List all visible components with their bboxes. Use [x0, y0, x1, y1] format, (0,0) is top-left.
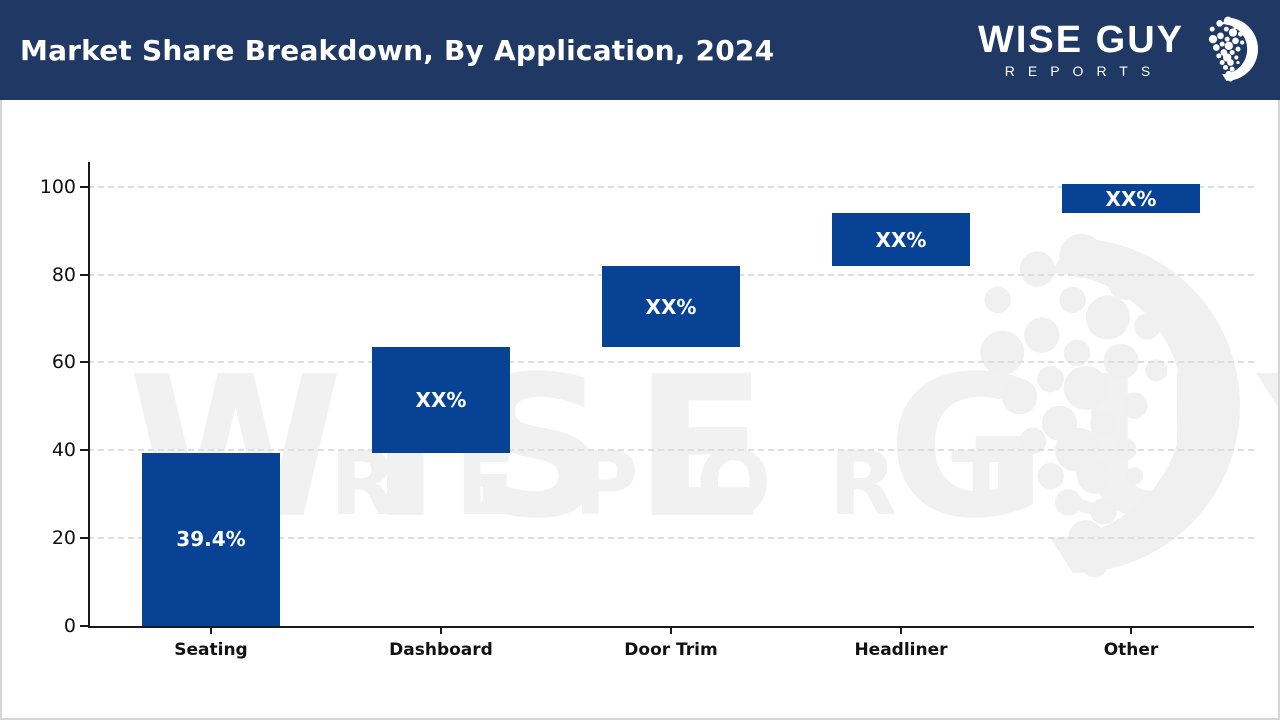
brand-name: WISE GUY	[977, 19, 1184, 61]
brand-logo-text: WISE GUY REPORTS	[978, 21, 1184, 79]
y-tick-mark	[80, 449, 88, 452]
x-category-label: Other	[1103, 640, 1159, 660]
watermark-line2: REPORTS	[330, 432, 1191, 535]
bar-value-label: XX%	[1105, 186, 1157, 211]
x-category-label: Seating	[174, 640, 248, 660]
x-tick-mark	[900, 626, 902, 634]
bar-value-label: 39.4%	[176, 527, 246, 552]
bar-dashboard: XX%	[372, 347, 510, 453]
y-tick-label: 80	[51, 263, 76, 286]
y-axis-line	[88, 162, 90, 628]
brand-logo: WISE GUY REPORTS	[978, 0, 1280, 100]
gridline-100	[88, 185, 1254, 188]
gridline-40	[88, 449, 1254, 452]
y-tick-label: 100	[39, 175, 76, 198]
y-tick-mark	[80, 361, 88, 364]
bar-value-label: XX%	[415, 388, 467, 413]
x-tick-mark	[670, 626, 672, 634]
y-tick-label: 20	[51, 527, 76, 550]
x-category-label: Dashboard	[389, 640, 493, 660]
y-tick-mark	[80, 273, 88, 276]
dotted-head-icon	[1208, 16, 1258, 82]
y-tick-mark	[80, 625, 88, 627]
x-category-label: Headliner	[854, 640, 948, 660]
bar-other: XX%	[1062, 184, 1200, 214]
y-tick-label: 0	[63, 615, 76, 637]
y-tick-mark	[80, 185, 88, 188]
header-bar: Market Share Breakdown, By Application, …	[0, 0, 1280, 100]
x-tick-mark	[440, 626, 442, 634]
y-tick-label: 60	[51, 351, 76, 374]
x-axis-line	[88, 626, 1254, 628]
x-category-label: Door Trim	[624, 640, 718, 660]
y-tick-label: 40	[51, 439, 76, 462]
bar-headliner: XX%	[832, 213, 970, 267]
y-tick-mark	[80, 537, 88, 540]
x-tick-mark	[1130, 626, 1132, 634]
watermark: WISE GUY REPORTS	[0, 100, 1280, 720]
bar-seating: 39.4%	[142, 452, 280, 626]
bar-value-label: XX%	[875, 227, 927, 252]
brand-subtitle: REPORTS	[1004, 63, 1164, 79]
gridline-60	[88, 361, 1254, 364]
bar-value-label: XX%	[645, 294, 697, 319]
x-tick-mark	[210, 626, 212, 634]
bar-door-trim: XX%	[602, 266, 740, 348]
gridline-20	[88, 537, 1254, 540]
chart-title: Market Share Breakdown, By Application, …	[20, 33, 775, 67]
